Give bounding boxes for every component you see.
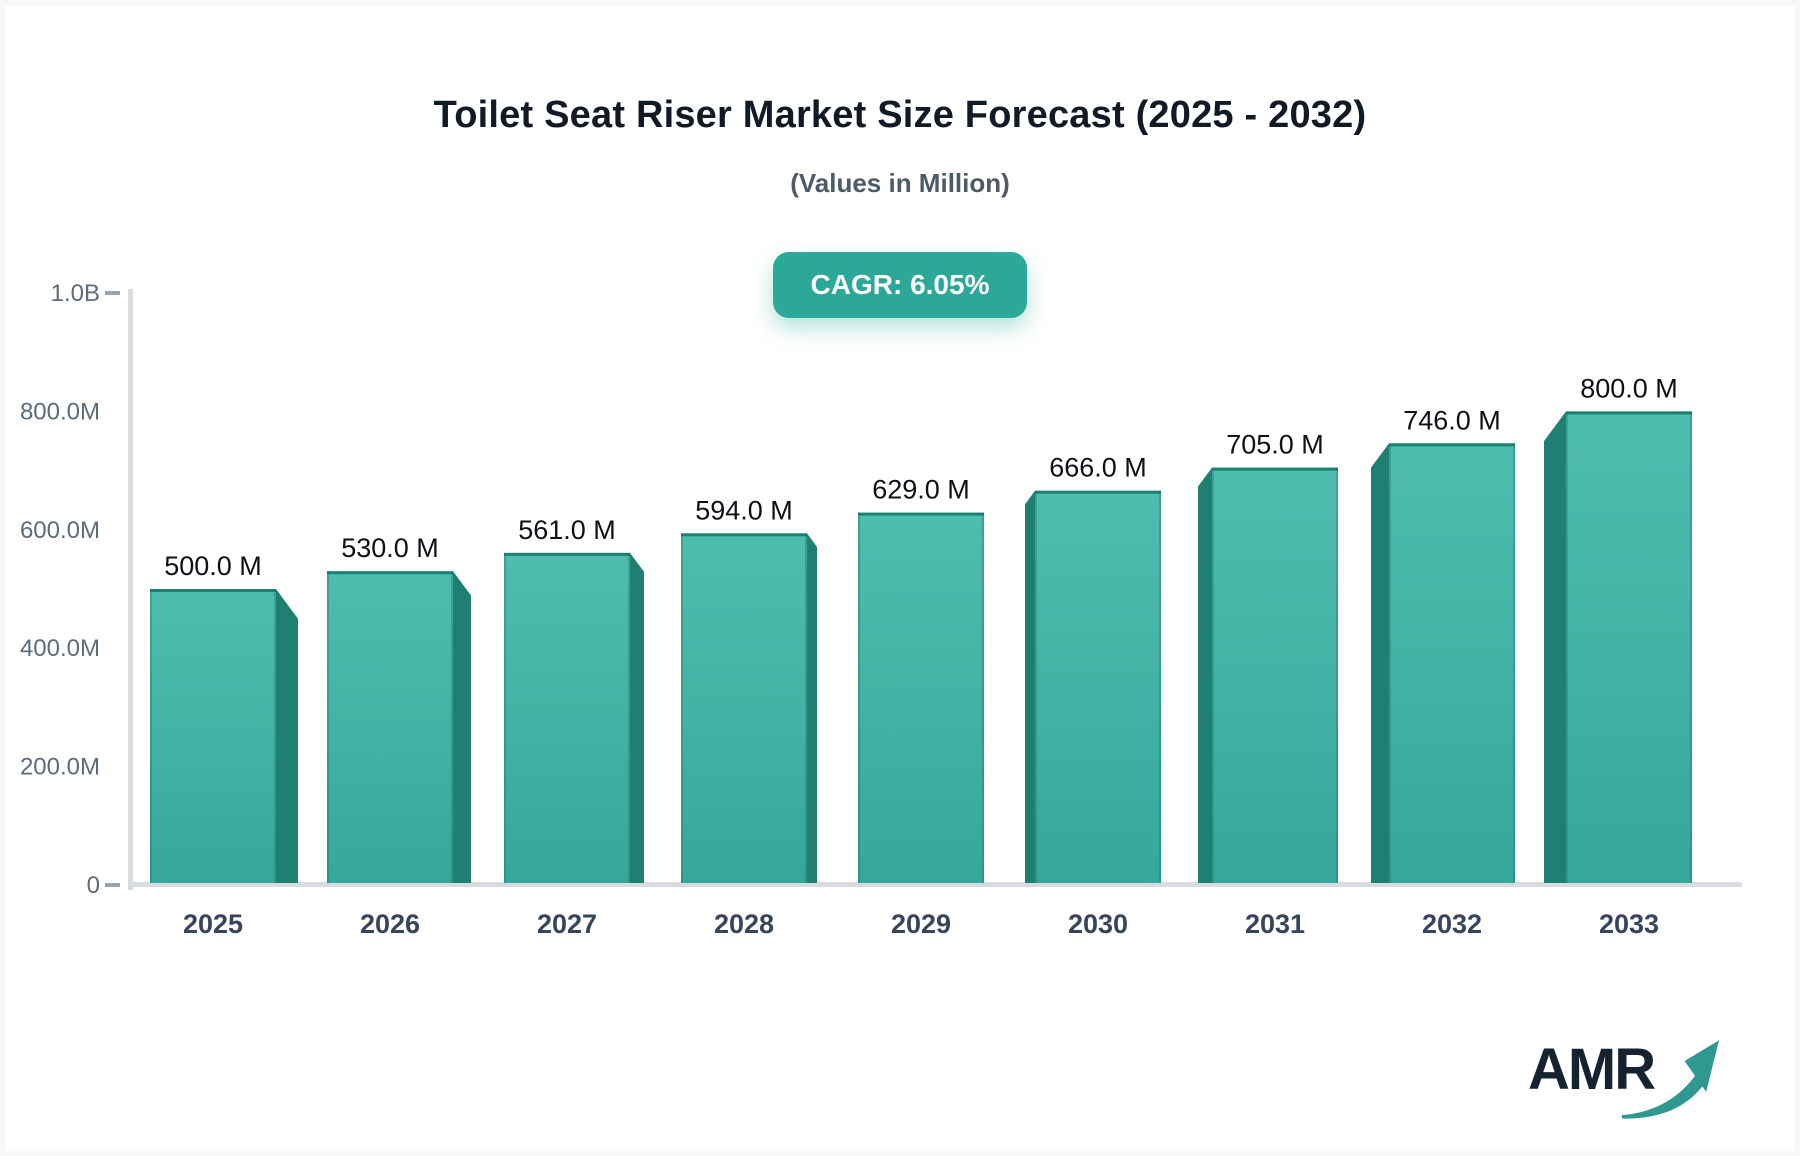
bar-side-2027 (630, 552, 644, 883)
bar-value-label-2032: 746.0 M (1403, 405, 1501, 435)
bar-face-2032 (1389, 443, 1515, 883)
bar-top-edge-2028 (681, 533, 807, 537)
x-tick-label-2026: 2026 (360, 909, 420, 939)
x-tick-label-2033: 2033 (1599, 909, 1659, 939)
y-tick-label-600.0M: 600.0M (20, 517, 100, 544)
bar-side-2033 (1544, 411, 1566, 883)
bar-top-edge-2030 (1035, 490, 1161, 494)
bar-value-label-2026: 530.0 M (341, 533, 439, 563)
bar-left-edge-2032 (1389, 443, 1391, 883)
bar-face-2025 (150, 589, 276, 883)
y-tick-label-0: 0 (87, 872, 100, 899)
bar-value-label-2025: 500.0 M (164, 551, 262, 581)
y-tick-label-400.0M: 400.0M (20, 635, 100, 662)
bar-value-label-2033: 800.0 M (1580, 373, 1678, 403)
bar-left-edge-2031 (1212, 467, 1214, 883)
bar-value-label-2031: 705.0 M (1226, 430, 1324, 460)
x-tick-label-2031: 2031 (1245, 909, 1305, 939)
bar-right-edge-2033 (1690, 411, 1692, 883)
x-tick-label-2030: 2030 (1068, 909, 1128, 939)
bar-right-edge-2032 (1513, 443, 1515, 883)
x-tick-label-2029: 2029 (891, 909, 951, 939)
x-tick-label-2025: 2025 (183, 909, 243, 939)
bar-face-2031 (1212, 467, 1338, 883)
amr-logo-text: AMR (1528, 1037, 1656, 1102)
growth-arrow-icon (1621, 1040, 1720, 1119)
bar-value-label-2030: 666.0 M (1049, 453, 1147, 483)
bar-value-label-2027: 561.0 M (518, 515, 616, 545)
bar-right-edge-2029 (982, 512, 984, 883)
bar-right-edge-2027 (628, 552, 630, 883)
x-axis-line (128, 882, 1742, 887)
page-title: Toilet Seat Riser Market Size Forecast (… (433, 94, 1367, 136)
bar-top-edge-2031 (1212, 467, 1338, 471)
bar-right-edge-2025 (274, 589, 276, 883)
bar-left-edge-2029 (858, 512, 860, 883)
cagr-badge-row: CAGR: 6.05% (0, 252, 1800, 318)
bar-right-edge-2026 (451, 571, 453, 883)
bar-top-edge-2027 (504, 552, 630, 556)
bar-side-2025 (276, 589, 298, 883)
bar-top-edge-2029 (858, 512, 984, 516)
bar-value-label-2028: 594.0 M (695, 495, 793, 525)
bar-face-2028 (681, 533, 807, 883)
bar-side-2030 (1025, 490, 1035, 883)
chart-subtitle: (Values in Million) (790, 168, 1010, 198)
y-tick-label-800.0M: 800.0M (20, 398, 100, 425)
bar-top-edge-2025 (150, 589, 276, 592)
x-tick-label-2032: 2032 (1422, 909, 1482, 939)
bar-value-label-2029: 629.0 M (872, 475, 970, 505)
bar-right-edge-2028 (805, 533, 807, 883)
bar-left-edge-2026 (327, 571, 329, 883)
bar-left-edge-2025 (150, 589, 152, 883)
bar-face-2029 (858, 512, 984, 883)
bar-face-2033 (1566, 411, 1692, 883)
bar-side-2031 (1198, 467, 1212, 883)
bar-top-edge-2032 (1389, 443, 1515, 447)
y-tick-mark-1.0B (105, 291, 120, 295)
bar-face-2026 (327, 571, 453, 883)
x-tick-label-2028: 2028 (714, 909, 774, 939)
bar-side-2032 (1371, 443, 1389, 883)
y-tick-label-1.0B: 1.0B (51, 280, 100, 307)
bar-side-2028 (807, 533, 817, 883)
bar-top-edge-2033 (1566, 411, 1692, 415)
bar-left-edge-2030 (1035, 490, 1037, 883)
x-tick-label-2027: 2027 (537, 909, 597, 939)
bar-face-2030 (1035, 490, 1161, 883)
cagr-badge: CAGR: 6.05% (772, 252, 1028, 318)
bar-left-edge-2028 (681, 533, 683, 883)
y-tick-label-200.0M: 200.0M (20, 754, 100, 781)
bar-left-edge-2027 (504, 552, 506, 883)
bar-face-2027 (504, 552, 630, 883)
bar-left-edge-2033 (1566, 411, 1568, 883)
bar-right-edge-2030 (1159, 490, 1161, 883)
bar-top-edge-2026 (327, 571, 453, 575)
y-tick-mark-0 (105, 883, 120, 887)
amr-logo: AMR (1528, 1030, 1728, 1120)
y-axis-line (128, 289, 133, 890)
bar-side-2026 (453, 571, 471, 883)
bar-right-edge-2031 (1336, 467, 1338, 883)
